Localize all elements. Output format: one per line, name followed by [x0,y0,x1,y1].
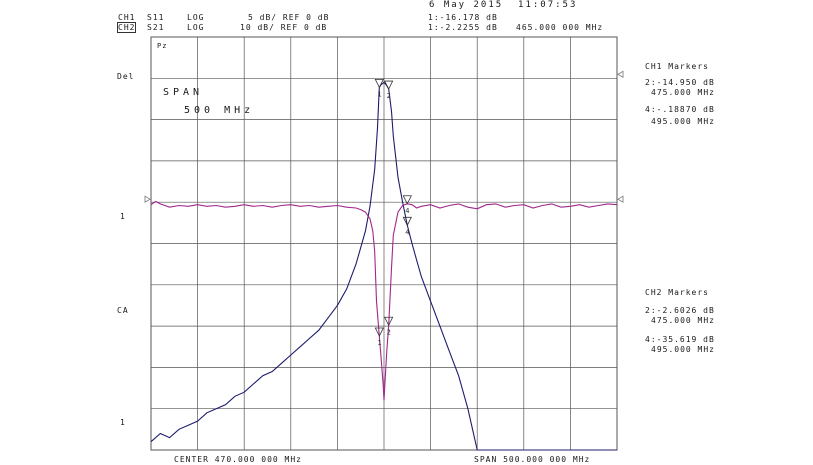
center-frequency: CENTER 470.000 000 MHz [174,455,302,464]
span-value: 500 MHz [184,105,255,116]
marker-number: 1 [377,339,381,347]
ch2-marker4-freq: 495.000 MHz [651,345,715,354]
marker-s21-2 [384,80,394,90]
delay-label: Del [117,72,135,81]
ref-level-2: 1 [120,418,126,427]
date-time: 6 May 2015 11:07:53 [429,0,578,10]
ch1-markers-title: CH1 Markers [645,62,709,71]
ch1-format: LOG [187,13,205,22]
ch2-scale: 10 dB/ REF 0 dB [240,23,328,32]
ch2-label[interactable]: CH2 [116,22,137,33]
ch2-marker4-value: 4:-35.619 dB [645,335,715,344]
reference-arrow [144,195,151,203]
span-word: SPAN [163,87,204,98]
pz-annotation: Pz [157,42,168,50]
ch1-marker4-value: 4:-.18870 dB [645,105,715,114]
ch1-param: S11 [147,13,165,22]
ch2-format: LOG [187,23,205,32]
ch1-marker4-freq: 495.000 MHz [651,117,715,126]
marker-s11-4 [402,195,412,205]
ch1-marker-readout: 1:-16.178 dB [428,13,498,22]
reference-arrow [617,195,624,203]
s11-trace [150,200,618,401]
graticule [150,36,618,451]
ca-label: CA [117,306,129,315]
ch2-param: S21 [147,23,165,32]
ch1-marker2-freq: 475.000 MHz [651,88,715,97]
reference-arrow [617,70,624,79]
ch2-marker-readout: 1:-2.2255 dB [428,23,498,32]
marker-number: 4 [405,228,409,236]
span-frequency: SPAN 500.000 000 MHz [474,455,591,464]
marker-number: 4 [405,207,409,215]
marker-number: 2 [387,328,391,336]
marker-number: 1 [377,90,381,98]
ch2-marker2-freq: 475.000 MHz [651,316,715,325]
ch2-markers-title: CH2 Markers [645,288,709,297]
ref-level-1: 1 [120,212,126,221]
marker-s21-1 [374,78,384,89]
ch1-scale: 5 dB/ REF 0 dB [248,13,330,22]
ch1-label[interactable]: CH1 [118,13,136,22]
ch2-marker2-value: 2:-2.6026 dB [645,306,715,315]
marker-s21-4 [402,216,412,227]
marker-number: 2 [387,92,391,100]
ch1-marker2-value: 2:-14.950 dB [645,78,715,87]
marker-s11-1 [374,327,384,337]
marker-s11-2 [384,316,394,327]
ch2-marker-freq: 465.000 000 MHz [516,23,604,32]
